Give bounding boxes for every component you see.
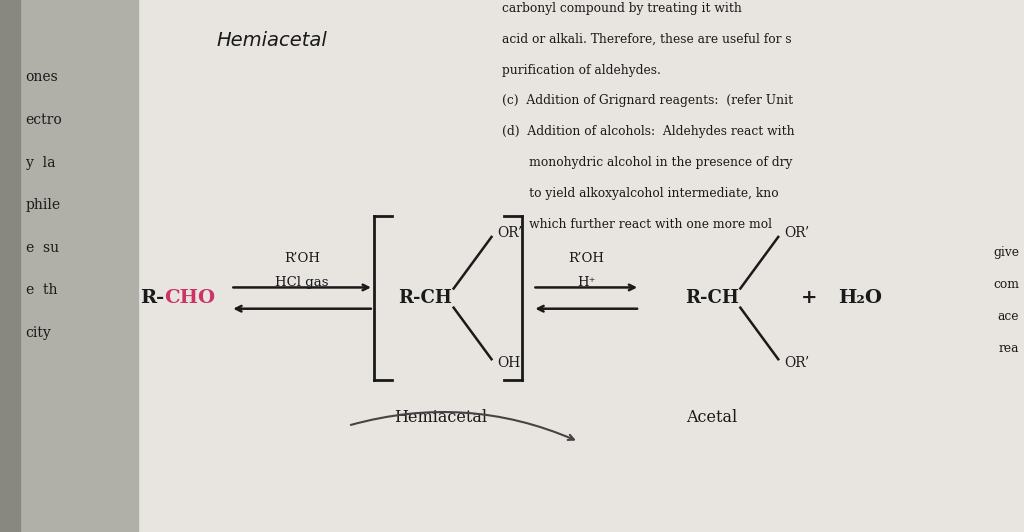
- Text: com: com: [993, 278, 1019, 292]
- Text: OH: OH: [498, 356, 521, 370]
- Text: R-: R-: [139, 289, 164, 307]
- Text: R’OH: R’OH: [284, 252, 321, 265]
- Text: H⁺: H⁺: [577, 276, 596, 289]
- Text: give: give: [993, 246, 1019, 260]
- Text: purification of aldehydes.: purification of aldehydes.: [502, 63, 660, 77]
- Bar: [0, 1, 138, 532]
- Text: (c)  Addition of Grignard reagents:  (refer Unit: (c) Addition of Grignard reagents: (refe…: [502, 94, 793, 107]
- Text: R’OH: R’OH: [568, 252, 604, 265]
- Text: Acetal: Acetal: [686, 409, 737, 426]
- Text: R-CH: R-CH: [398, 289, 452, 307]
- Text: ones: ones: [26, 70, 58, 85]
- Text: rea: rea: [998, 342, 1019, 355]
- Text: y  la: y la: [26, 155, 55, 170]
- Text: monohydric alcohol in the presence of dry: monohydric alcohol in the presence of dr…: [502, 156, 793, 169]
- Text: OR’: OR’: [498, 226, 523, 240]
- Text: ectro: ectro: [26, 113, 62, 127]
- Text: ace: ace: [997, 310, 1019, 323]
- Text: HCl gas: HCl gas: [275, 276, 329, 289]
- Text: e  su: e su: [26, 240, 58, 255]
- Text: e  th: e th: [26, 283, 57, 297]
- Text: which further react with one more mol: which further react with one more mol: [502, 218, 772, 231]
- Text: carbonyl compound by treating it with: carbonyl compound by treating it with: [502, 2, 741, 15]
- Text: OR’: OR’: [784, 356, 810, 370]
- Text: R-CH: R-CH: [685, 289, 738, 307]
- Text: (d)  Addition of alcohols:  Aldehydes react with: (d) Addition of alcohols: Aldehydes reac…: [502, 125, 795, 138]
- Text: to yield alkoxyalcohol intermediate, kno: to yield alkoxyalcohol intermediate, kno: [502, 187, 778, 200]
- Text: +: +: [801, 289, 817, 307]
- Text: CHO: CHO: [164, 289, 215, 307]
- Bar: [0, 1, 20, 532]
- Text: phile: phile: [26, 198, 60, 212]
- Text: H₂O: H₂O: [839, 289, 882, 307]
- Text: city: city: [26, 326, 51, 339]
- Text: Hemiacetal: Hemiacetal: [394, 409, 486, 426]
- Text: Hemiacetal: Hemiacetal: [216, 31, 327, 49]
- Text: OR’: OR’: [784, 226, 810, 240]
- Text: acid or alkali. Therefore, these are useful for s: acid or alkali. Therefore, these are use…: [502, 32, 792, 46]
